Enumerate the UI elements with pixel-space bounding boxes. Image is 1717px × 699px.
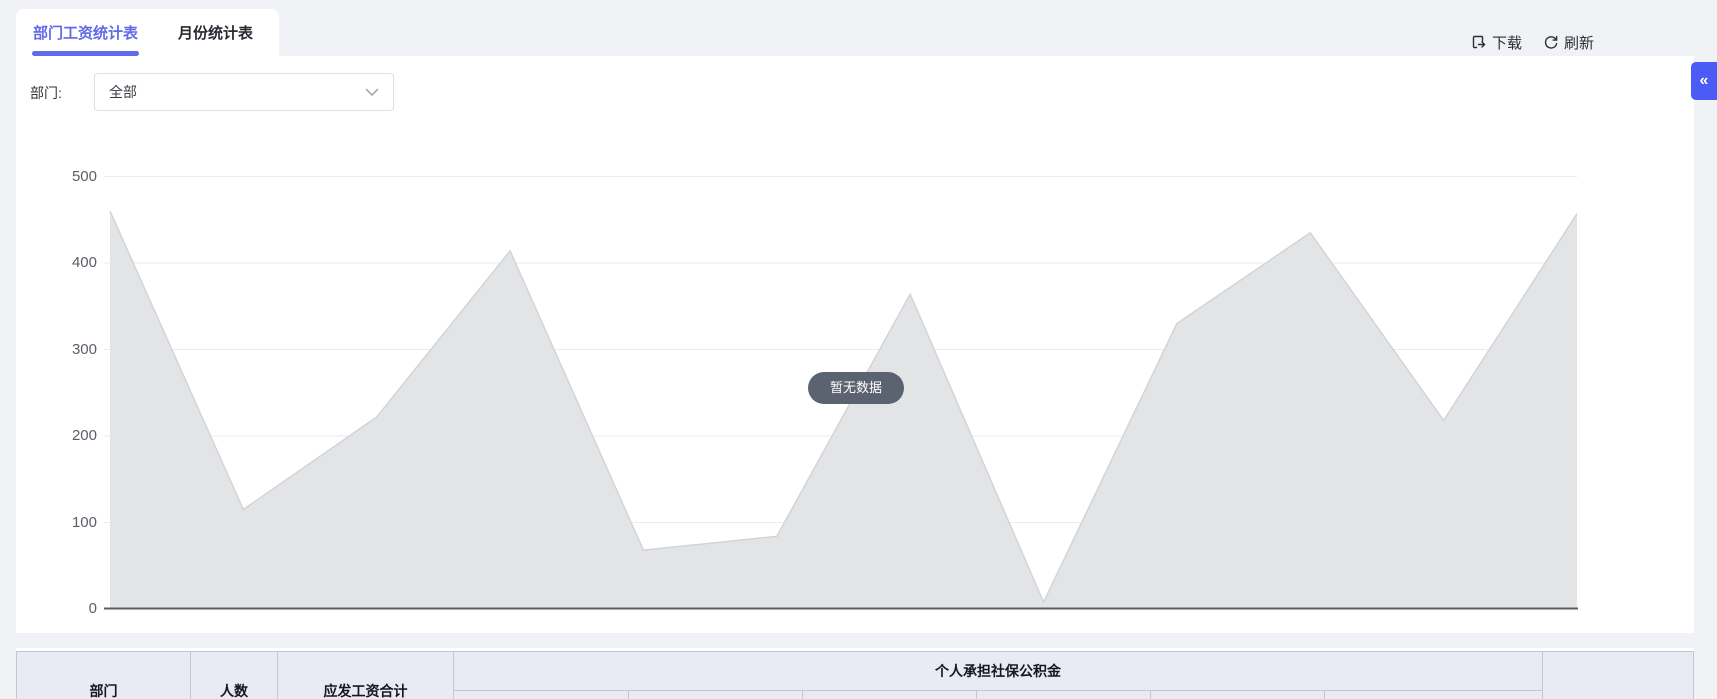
toolbar: 下载 刷新: [1471, 30, 1594, 54]
summary-table: 部门 人数 应发工资合计 个人承担社保公积金: [16, 651, 1695, 699]
collapse-panel-button[interactable]: «: [1691, 62, 1717, 100]
table-header-row-1: 部门 人数 应发工资合计 个人承担社保公积金: [16, 651, 1695, 699]
filter-row: 部门: 全部: [16, 56, 1694, 116]
chart-panel: 部门: 全部 暂无数据 0 100 200 300 400 500: [16, 56, 1694, 633]
y-axis-tick: 100: [71, 513, 97, 531]
y-axis-tick: 400: [71, 254, 97, 271]
refresh-button[interactable]: 刷新: [1543, 32, 1594, 53]
refresh-icon: [1544, 35, 1558, 49]
department-select[interactable]: 全部: [94, 73, 394, 111]
sub-column-header[interactable]: [1150, 690, 1325, 699]
chevrons-left-icon: «: [1699, 72, 1709, 89]
y-axis-tick: 500: [71, 167, 97, 185]
col-header-department[interactable]: 部门: [16, 651, 191, 699]
sub-column-header[interactable]: [976, 690, 1151, 699]
active-tab-underline: [32, 51, 139, 56]
tabs-bar: 部门工资统计表 月份统计表: [16, 9, 279, 56]
table-header-row-2: [17, 690, 1694, 699]
chevron-down-icon: [365, 88, 379, 96]
department-filter-label: 部门:: [30, 85, 62, 101]
tab-month-stats-label: 月份统计表: [178, 25, 254, 42]
download-icon: [1472, 35, 1486, 49]
tab-department-salary[interactable]: 部门工资统计表: [33, 9, 138, 56]
sub-column-header[interactable]: [453, 690, 629, 699]
refresh-button-label: 刷新: [1564, 34, 1595, 52]
download-button-label: 下载: [1492, 34, 1523, 52]
sub-column-header[interactable]: [1323, 690, 1544, 699]
download-button[interactable]: 下载: [1471, 32, 1522, 53]
tab-month-stats[interactable]: 月份统计表: [178, 9, 253, 56]
area-chart-canvas: [104, 176, 1578, 610]
tab-department-salary-label: 部门工资统计表: [33, 25, 139, 42]
col-header-trailing[interactable]: [1542, 651, 1695, 699]
department-select-value: 全部: [109, 84, 137, 100]
sub-column-header[interactable]: [802, 690, 977, 699]
col-header-gross-salary[interactable]: 应发工资合计: [277, 651, 454, 699]
col-header-headcount[interactable]: 人数: [190, 651, 278, 699]
area-chart: 暂无数据 0 100 200 300 400 500: [16, 56, 1694, 633]
y-axis-tick: 300: [71, 340, 97, 358]
y-axis-tick: 0: [88, 600, 97, 617]
sub-column-header[interactable]: [628, 690, 803, 699]
col-header-personal-social-security[interactable]: 个人承担社保公积金: [452, 651, 1544, 691]
y-axis-tick: 200: [71, 427, 97, 444]
summary-table-panel: 部门 人数 应发工资合计 个人承担社保公积金: [16, 648, 1695, 699]
no-data-badge: 暂无数据: [808, 372, 904, 404]
